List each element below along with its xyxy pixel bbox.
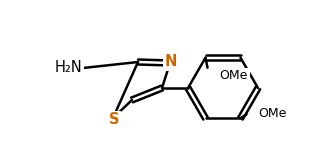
Text: OMe: OMe <box>219 69 248 82</box>
Text: OMe: OMe <box>258 107 287 120</box>
Text: N: N <box>165 54 177 69</box>
Text: S: S <box>109 112 119 127</box>
Text: H₂N: H₂N <box>55 60 83 75</box>
